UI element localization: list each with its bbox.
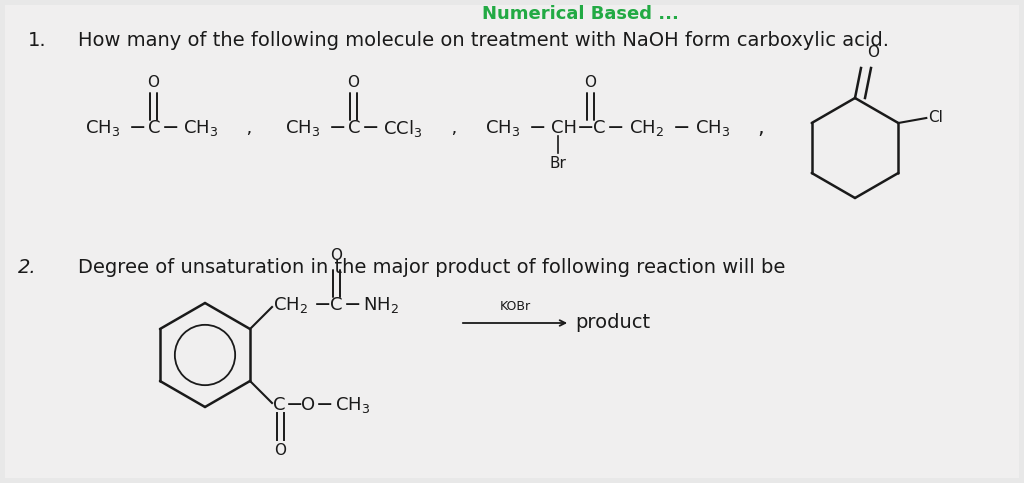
Text: $\mathregular{CH_3}$: $\mathregular{CH_3}$ [695,118,730,138]
Text: $\mathregular{CH_3}$: $\mathregular{CH_3}$ [485,118,520,138]
FancyBboxPatch shape [5,5,1019,478]
Text: O: O [274,443,286,458]
Text: C: C [330,296,342,314]
Text: C: C [348,119,360,137]
Text: $\mathregular{CH_2}$: $\mathregular{CH_2}$ [273,295,308,315]
Text: C: C [147,119,160,137]
Text: ,: , [757,118,764,138]
Text: −: − [330,118,347,138]
Text: CH: CH [551,119,577,137]
Text: −: − [529,118,547,138]
Text: −: − [673,118,691,138]
Text: Degree of unsaturation in the major product of following reaction will be: Degree of unsaturation in the major prod… [78,258,785,277]
Text: C: C [273,396,286,414]
Text: −: − [607,118,625,138]
Text: Cl: Cl [929,110,943,125]
Text: $\mathregular{CH_2}$: $\mathregular{CH_2}$ [629,118,664,138]
Text: Br: Br [550,156,566,171]
Text: −: − [287,395,304,415]
Text: O: O [584,75,596,90]
Text: −: − [129,118,146,138]
Text: $\mathregular{CH_3}$: $\mathregular{CH_3}$ [285,118,321,138]
Text: O: O [147,75,160,90]
Text: KOBr: KOBr [500,300,530,313]
Text: −: − [578,118,595,138]
Text: $\mathregular{CH_3}$: $\mathregular{CH_3}$ [183,118,218,138]
Text: C: C [593,119,605,137]
Text: 2.: 2. [18,258,37,277]
Text: −: − [344,295,361,315]
Text: $\mathregular{CH_3}$: $\mathregular{CH_3}$ [335,395,371,415]
Text: −: − [362,118,380,138]
Text: $\mathregular{NH_2}$: $\mathregular{NH_2}$ [364,295,399,315]
Text: O: O [867,45,879,60]
Text: $\mathregular{CCl_3}$: $\mathregular{CCl_3}$ [383,117,422,139]
Text: $\mathregular{CH_3}$: $\mathregular{CH_3}$ [85,118,120,138]
Text: Numerical Based ...: Numerical Based ... [481,5,679,23]
Text: ,: , [440,119,458,137]
Text: −: − [162,118,180,138]
Text: O: O [347,75,359,90]
Text: −: − [314,295,332,315]
Text: How many of the following molecule on treatment with NaOH form carboxylic acid.: How many of the following molecule on tr… [78,31,889,50]
Text: −: − [316,395,334,415]
Text: O: O [301,396,315,414]
Text: 1.: 1. [28,31,47,50]
Text: product: product [575,313,650,332]
Text: ,: , [234,119,252,137]
Text: O: O [330,248,342,263]
